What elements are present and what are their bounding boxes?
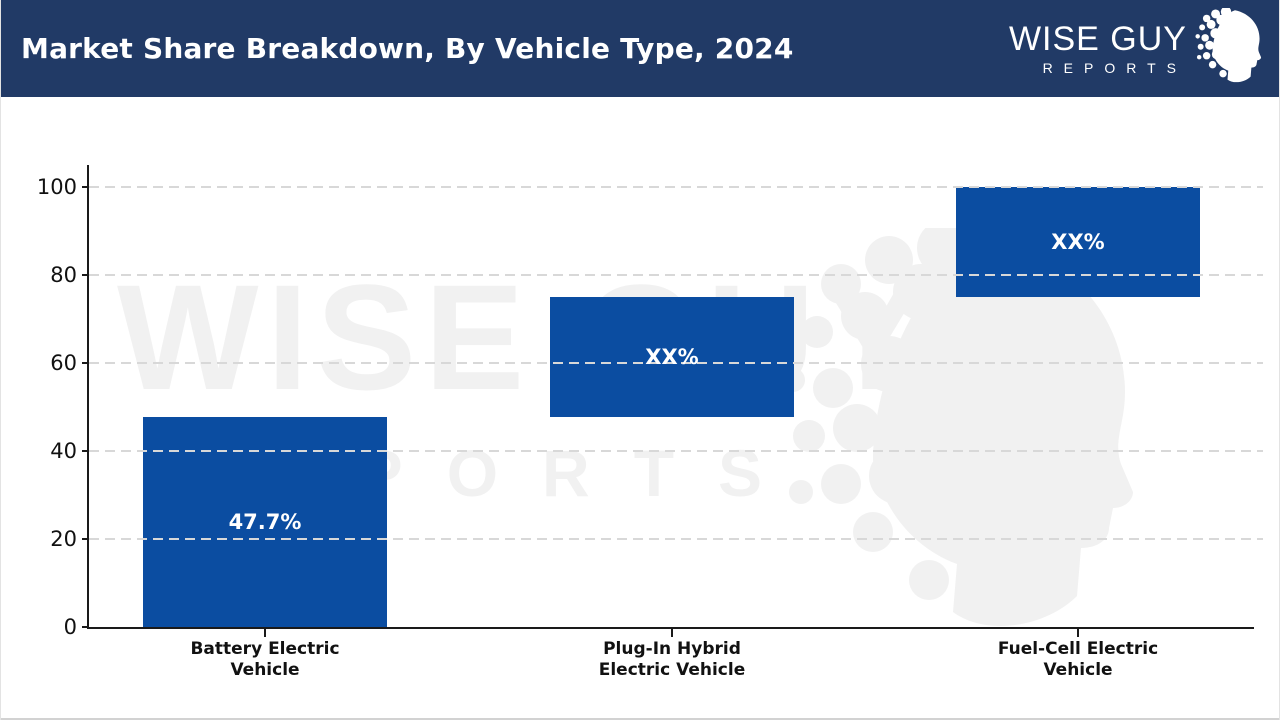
y-tick-80 [82, 273, 89, 276]
y-tick-label-20: 20 [50, 526, 77, 551]
gridline-20 [89, 537, 1263, 540]
bar-value-label-battery-electric-vehicle: 47.7% [228, 509, 302, 534]
x-tick-fuel-cell-electric-vehicle [1077, 629, 1079, 637]
bar-fuel-cell-electric-vehicle [956, 186, 1200, 298]
y-tick-60 [82, 361, 89, 364]
x-tick-battery-electric-vehicle [264, 629, 266, 637]
logo-head-icon [1195, 7, 1262, 82]
x-axis-line [87, 627, 1254, 629]
y-tick-40 [82, 449, 89, 452]
y-tick-0 [82, 626, 89, 628]
x-category-label-battery-electric-vehicle: Battery Electric Vehicle [190, 639, 340, 680]
logo-wordmark: WISE GUY [1008, 19, 1187, 58]
gridline-40 [89, 449, 1263, 452]
bottom-border [1, 718, 1279, 720]
y-tick-label-40: 40 [50, 438, 77, 463]
y-tick-label-100: 100 [36, 174, 77, 199]
x-category-label-fuel-cell-electric-vehicle: Fuel-Cell Electric Vehicle [997, 639, 1159, 680]
logo-subtext: REPORTS [1042, 59, 1187, 76]
bar-value-label-fuel-cell-electric-vehicle: XX% [1051, 229, 1105, 254]
logo-text: WISE GUY REPORTS [1009, 22, 1187, 76]
gridline-100 [89, 185, 1263, 188]
y-tick-label-0: 0 [63, 615, 77, 639]
wiseguy-logo: WISE GUY REPORTS [1009, 7, 1267, 90]
y-tick-20 [82, 537, 89, 540]
y-tick-label-60: 60 [50, 350, 77, 375]
bar-battery-electric-vehicle [143, 416, 387, 627]
header: Market Share Breakdown, By Vehicle Type,… [1, 0, 1279, 97]
page-title: Market Share Breakdown, By Vehicle Type,… [21, 32, 794, 65]
x-category-label-plug-in-hybrid-electric-vehicle: Plug-In Hybrid Electric Vehicle [598, 639, 746, 680]
bar-value-label-plug-in-hybrid-electric-vehicle: XX% [645, 344, 699, 369]
x-tick-plug-in-hybrid-electric-vehicle [671, 629, 673, 637]
gridline-80 [89, 273, 1263, 276]
bar-plug-in-hybrid-electric-vehicle [550, 297, 794, 417]
y-tick-100 [82, 185, 89, 188]
y-tick-label-80: 80 [50, 262, 77, 287]
y-axis-line [87, 165, 89, 629]
gridline-60 [89, 361, 1263, 364]
